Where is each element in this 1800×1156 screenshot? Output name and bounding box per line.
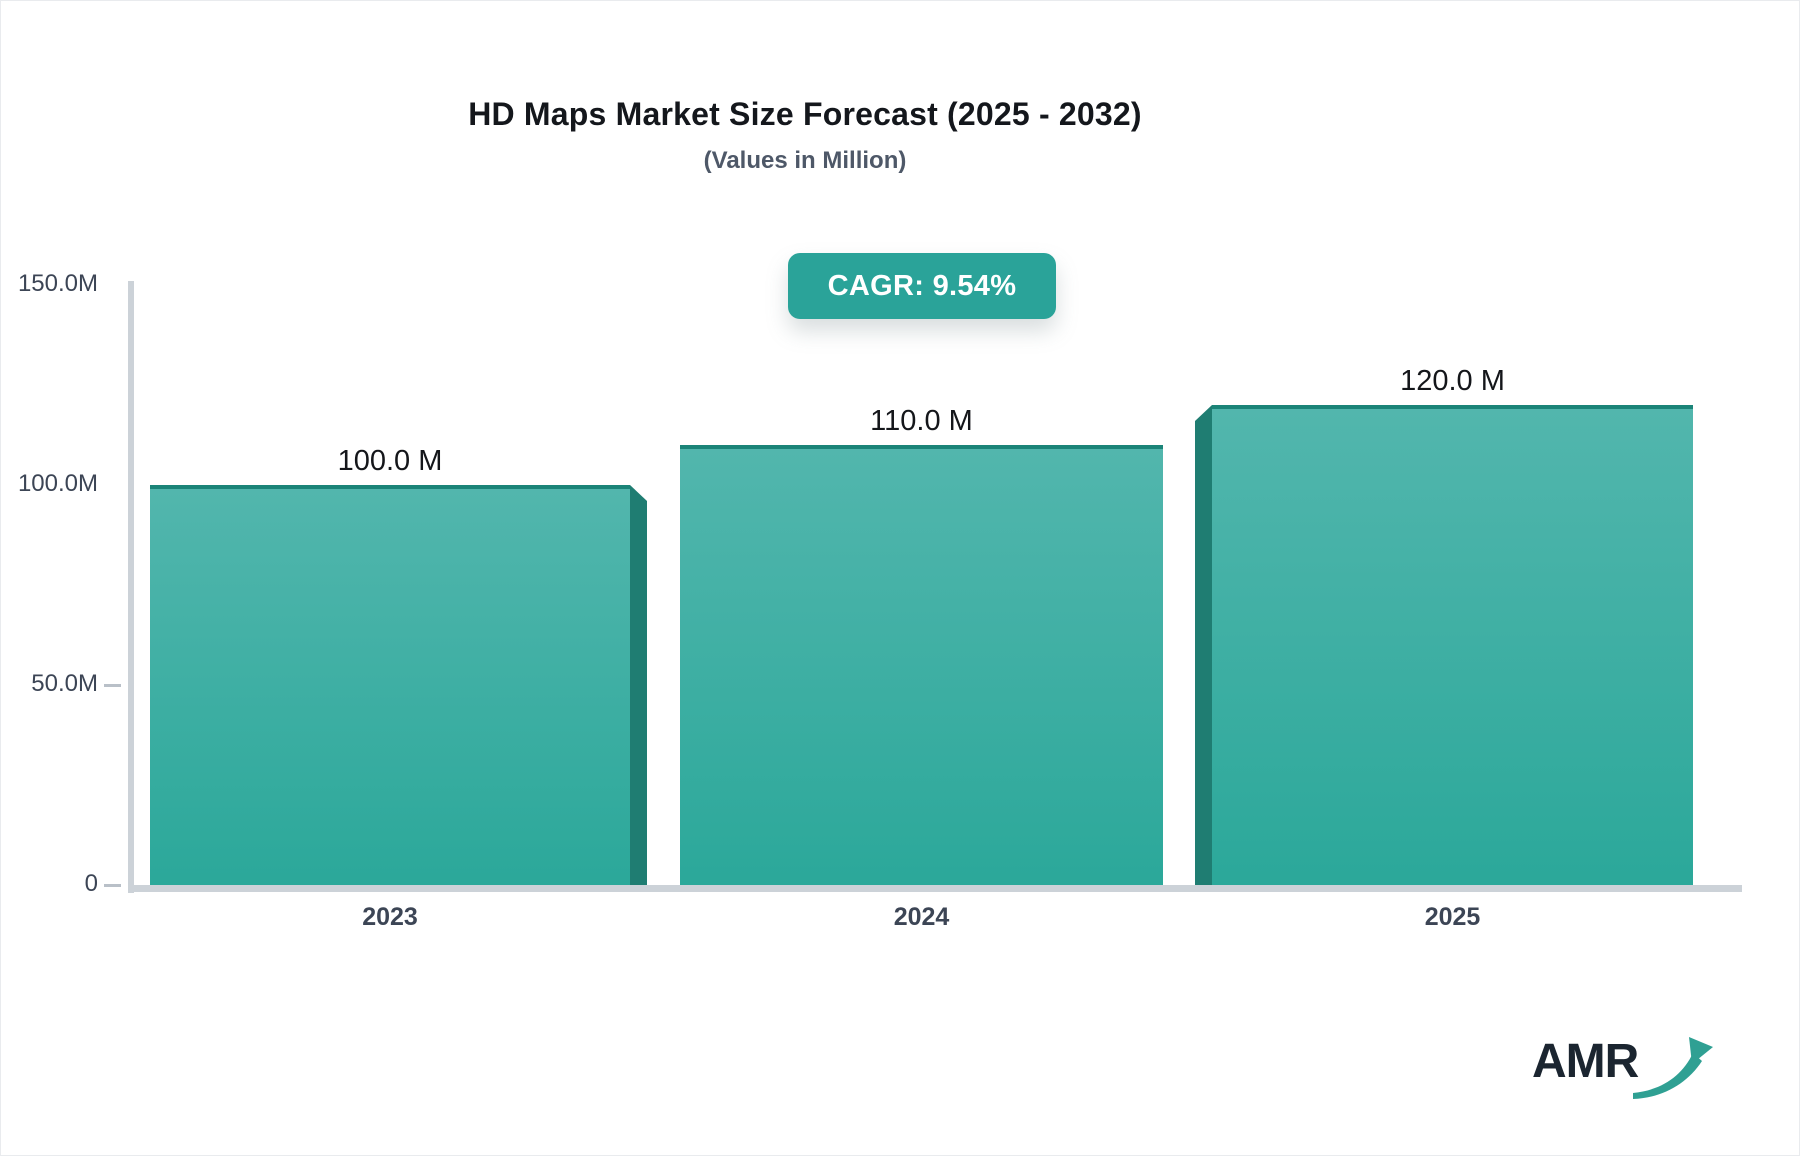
bar-value-label: 100.0 M — [337, 445, 443, 477]
y-tick-label: 50.0M — [31, 670, 98, 697]
cagr-badge: CAGR: 9.54% — [788, 253, 1056, 319]
bar-value-label: 110.0 M — [870, 405, 973, 437]
logo-text: AMR — [1532, 1035, 1639, 1088]
bar-side-face — [1195, 405, 1212, 885]
chart-title: HD Maps Market Size Forecast (2025 - 203… — [468, 96, 1142, 132]
bar-2023 — [150, 485, 630, 885]
bar-side-face — [630, 485, 647, 885]
chart-header: HD Maps Market Size Forecast (2025 - 203… — [0, 96, 1610, 175]
y-axis-line — [128, 281, 134, 893]
chart-subtitle: (Values in Million) — [703, 147, 907, 174]
amr-logo: AMR — [1532, 1035, 1714, 1102]
bar-2025 — [1212, 405, 1693, 885]
y-tick-dash — [104, 884, 121, 887]
y-tick-label: 150.0M — [17, 270, 98, 297]
x-axis-label: 2023 — [362, 903, 418, 931]
x-axis-label: 2024 — [893, 903, 950, 931]
y-tick-label: 0 — [84, 870, 98, 897]
y-tick-label: 100.0M — [17, 470, 98, 497]
bar-2024 — [680, 445, 1163, 885]
logo-arrow-icon — [1633, 1037, 1714, 1099]
y-tick-dash — [104, 684, 121, 687]
x-axis-label: 2025 — [1424, 903, 1481, 931]
bar-value-label: 120.0 M — [1400, 365, 1505, 397]
x-axis-line — [128, 885, 1742, 892]
